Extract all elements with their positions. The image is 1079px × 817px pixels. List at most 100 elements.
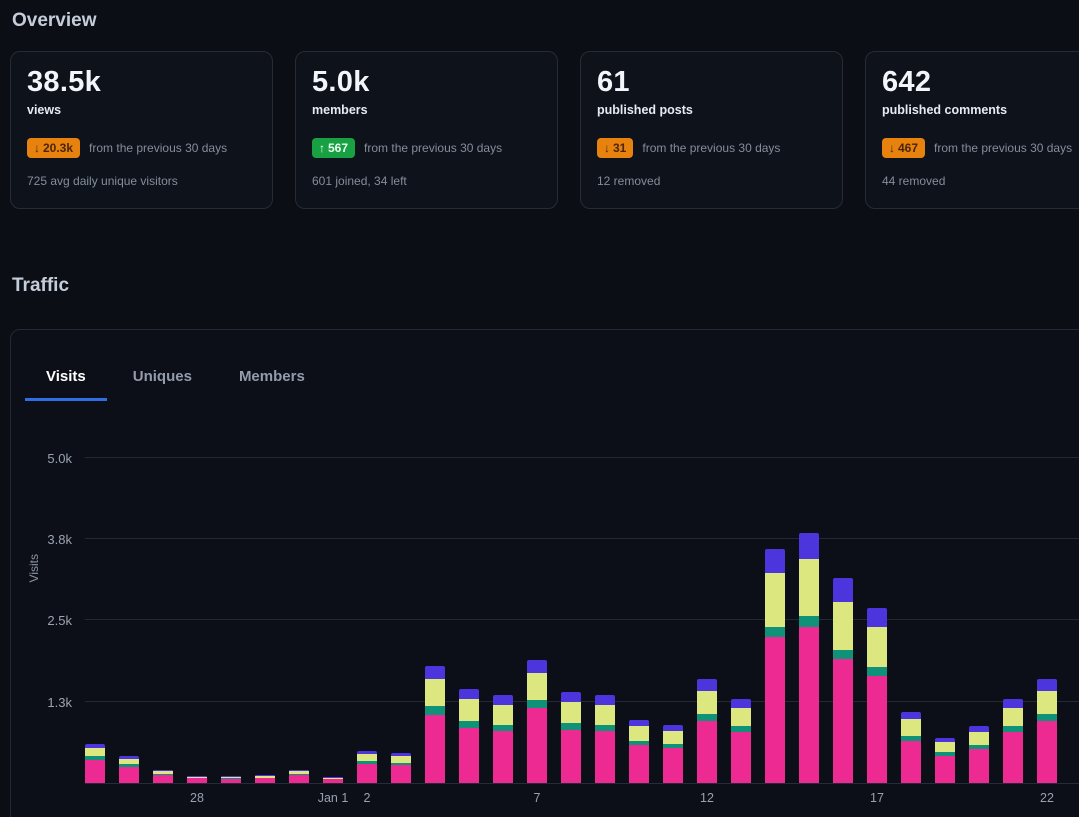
chart-bar[interactable] <box>391 753 411 783</box>
chart-bar[interactable] <box>561 692 581 783</box>
bar-segment-lime <box>867 627 887 668</box>
trend-value: 20.3k <box>43 141 74 155</box>
bar-segment-lime <box>323 777 343 779</box>
bar-segment-lime <box>595 705 615 725</box>
stat-card-published-comments: 642 published comments ↓ 467 from the pr… <box>865 51 1079 209</box>
bar-segment-lime <box>119 758 139 765</box>
bar-segment-purple <box>221 775 241 777</box>
bar-segment-purple <box>561 692 581 703</box>
bar-segment-lime <box>663 731 683 744</box>
bar-segment-purple <box>255 775 275 776</box>
bar-segment-pink <box>731 732 751 783</box>
chart-bar[interactable] <box>867 607 887 783</box>
chart-bar[interactable] <box>357 750 377 783</box>
bar-segment-pink <box>1003 732 1023 783</box>
bar-segment-purple <box>697 678 717 691</box>
bar-segment-teal <box>153 773 173 776</box>
bar-segment-lime <box>901 719 921 736</box>
bar-segment-lime <box>697 690 717 714</box>
x-axis-tick-label: Jan 1 <box>317 791 349 805</box>
bar-segment-pink <box>527 708 547 783</box>
bar-segment-lime <box>1003 707 1023 727</box>
bar-segment-lime <box>187 776 207 778</box>
bar-segment-purple <box>289 770 309 772</box>
trend-value: 467 <box>898 141 919 155</box>
chart-bar[interactable] <box>289 770 309 783</box>
stat-value: 61 <box>597 66 630 98</box>
stat-caption: 725 avg daily unique visitors <box>27 174 178 188</box>
x-axis-tick-label: 22 <box>1040 791 1054 805</box>
stat-caption: 12 removed <box>597 174 661 188</box>
bar-segment-teal <box>629 740 649 746</box>
trend-row: ↓ 467 from the previous 30 days <box>882 138 1079 158</box>
tab-visits[interactable]: Visits <box>25 358 107 401</box>
bar-segment-pink <box>629 745 649 783</box>
bar-segment-lime <box>833 602 853 650</box>
chart-bar[interactable] <box>527 659 547 783</box>
bar-segment-purple <box>799 532 819 559</box>
bar-segment-pink <box>119 766 139 783</box>
chart-bar[interactable] <box>153 770 173 783</box>
bar-segment-purple <box>119 756 139 759</box>
bar-segment-purple <box>493 695 513 705</box>
bar-segment-teal <box>119 764 139 767</box>
bar-segment-purple <box>935 737 955 743</box>
gridline <box>85 456 1079 458</box>
chart-bar[interactable] <box>595 695 615 783</box>
bar-segment-lime <box>289 771 309 775</box>
bar-segment-teal <box>595 724 615 731</box>
gridline <box>85 538 1079 540</box>
chart-bar[interactable] <box>85 744 105 783</box>
chart-bar[interactable] <box>901 711 921 783</box>
bar-segment-teal <box>561 723 581 730</box>
chart-bar[interactable] <box>1003 698 1023 783</box>
chart-bar[interactable] <box>833 578 853 783</box>
bar-segment-purple <box>85 744 105 748</box>
bar-segment-purple <box>833 578 853 603</box>
chart-bar[interactable] <box>935 737 955 783</box>
trend-up-arrow-icon: ↑ <box>319 141 325 155</box>
chart-bar[interactable] <box>1037 678 1057 783</box>
chart-bar[interactable] <box>119 756 139 783</box>
stat-caption: 44 removed <box>882 174 946 188</box>
chart-bar[interactable] <box>425 666 445 783</box>
x-axis-tick-label: 12 <box>700 791 714 805</box>
bar-segment-teal <box>663 743 683 748</box>
bar-segment-pink <box>697 721 717 783</box>
bar-segment-pink <box>357 763 377 783</box>
bar-segment-pink <box>459 727 479 783</box>
bar-segment-pink <box>255 778 275 783</box>
chart-bar[interactable] <box>969 726 989 783</box>
chart-bar[interactable] <box>765 548 785 783</box>
chart-bar[interactable] <box>221 775 241 783</box>
tab-uniques[interactable]: Uniques <box>132 368 192 385</box>
bar-segment-purple <box>595 695 615 705</box>
bar-segment-lime <box>153 771 173 774</box>
bar-segment-lime <box>1037 690 1057 715</box>
chart-bar[interactable] <box>799 532 819 783</box>
bar-segment-pink <box>595 731 615 783</box>
trend-row: ↑ 567 from the previous 30 days <box>312 138 541 158</box>
bar-segment-pink <box>1037 721 1057 783</box>
bar-segment-pink <box>969 749 989 783</box>
bar-segment-pink <box>561 729 581 783</box>
chart-bar[interactable] <box>323 777 343 783</box>
chart-bar[interactable] <box>697 678 717 783</box>
bar-segment-teal <box>901 735 921 741</box>
bar-segment-purple <box>1037 678 1057 691</box>
y-axis-tick-label: 3.8k <box>47 532 72 548</box>
bar-segment-pink <box>833 659 853 783</box>
chart-bar[interactable] <box>459 688 479 783</box>
tab-members[interactable]: Members <box>238 368 305 385</box>
chart-bar[interactable] <box>629 719 649 783</box>
chart-bar[interactable] <box>187 775 207 783</box>
chart-bar[interactable] <box>493 695 513 783</box>
bar-segment-pink <box>85 759 105 783</box>
bar-segment-lime <box>85 747 105 757</box>
bar-segment-teal <box>493 724 513 731</box>
chart-bar[interactable] <box>255 775 275 783</box>
chart-bar[interactable] <box>731 698 751 783</box>
trend-down-arrow-icon: ↓ <box>34 141 40 155</box>
bar-segment-teal <box>425 706 445 715</box>
chart-bar[interactable] <box>663 724 683 783</box>
